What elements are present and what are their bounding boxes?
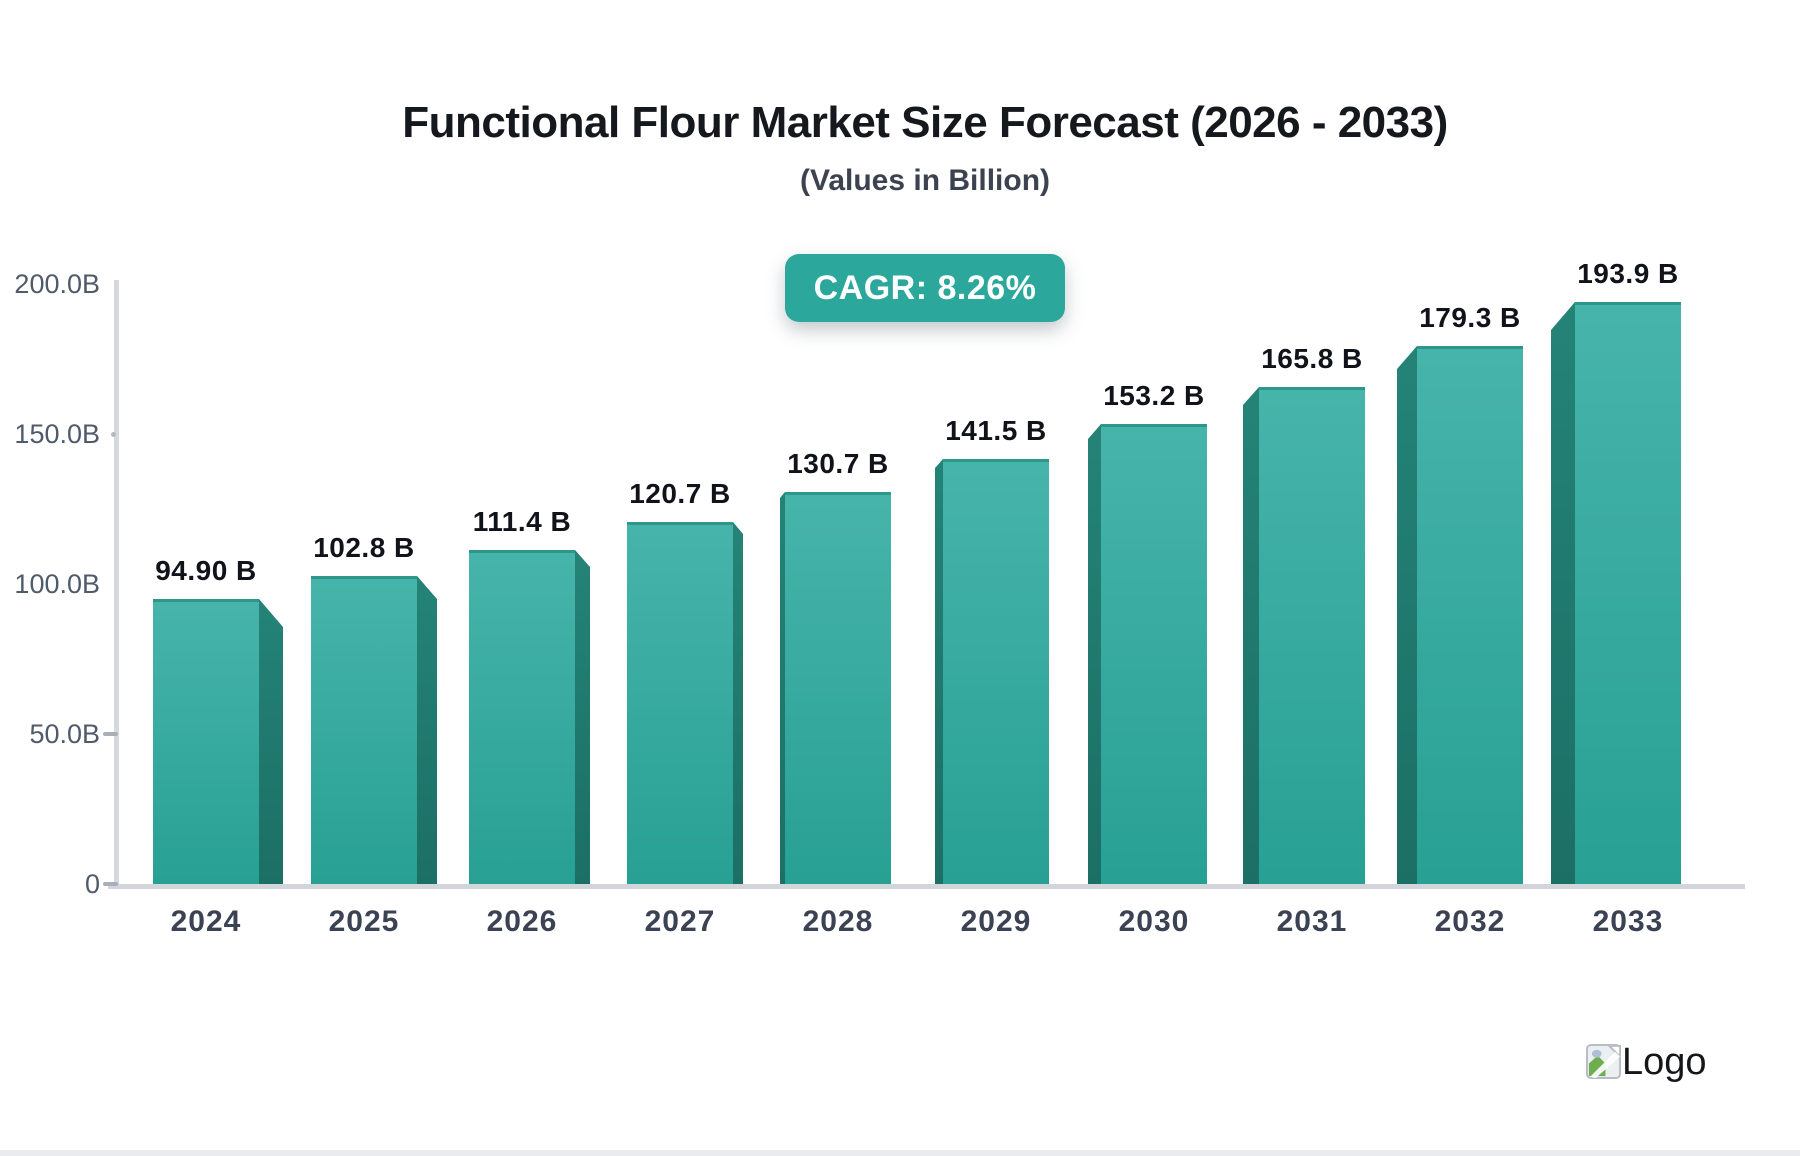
bar-value-label: 141.5 B bbox=[945, 415, 1047, 446]
x-axis-label-2026: 2026 bbox=[486, 905, 558, 938]
x-axis-label-2031: 2031 bbox=[1276, 905, 1348, 938]
bar-front-face bbox=[627, 522, 733, 884]
cagr-badge-label: CAGR: 8.26% bbox=[813, 268, 1037, 307]
bar-2031[interactable] bbox=[1243, 387, 1365, 884]
bar-2028[interactable] bbox=[780, 492, 891, 884]
chart-title: Functional Flour Market Size Forecast (2… bbox=[402, 98, 1448, 147]
x-axis-label-2027: 2027 bbox=[644, 905, 716, 938]
logo-alt-text: Logo bbox=[1622, 1041, 1707, 1083]
bar-value-label: 193.9 B bbox=[1577, 258, 1679, 289]
x-axis-label-2033: 2033 bbox=[1592, 905, 1664, 938]
bar-side-face bbox=[1551, 302, 1575, 884]
y-axis-tick-label: 0 bbox=[84, 869, 100, 899]
x-axis-label-2032: 2032 bbox=[1434, 905, 1506, 938]
bar-2030[interactable] bbox=[1088, 424, 1207, 884]
bar-2026[interactable] bbox=[469, 550, 590, 884]
bar-value-label: 179.3 B bbox=[1419, 302, 1521, 333]
bar-side-face bbox=[1088, 424, 1101, 884]
bar-front-face bbox=[1101, 424, 1207, 884]
bar-side-face bbox=[417, 576, 437, 884]
bar-side-face bbox=[1243, 387, 1259, 884]
bar-value-label: 165.8 B bbox=[1261, 343, 1363, 374]
x-axis-label-2028: 2028 bbox=[802, 905, 874, 938]
y-axis-tick-mark bbox=[111, 432, 116, 437]
x-axis-label-2024: 2024 bbox=[170, 905, 242, 938]
x-axis-baseline bbox=[108, 884, 1745, 889]
x-axis-label-2025: 2025 bbox=[328, 905, 400, 938]
bar-2025[interactable] bbox=[311, 576, 437, 884]
x-axis-label-2029: 2029 bbox=[960, 905, 1032, 938]
y-axis-line bbox=[114, 280, 119, 889]
bar-side-face bbox=[575, 550, 590, 884]
bar-value-label: 102.8 B bbox=[313, 532, 415, 563]
y-axis-tick-label: 50.0B bbox=[29, 719, 100, 749]
chart-header: Functional Flour Market Size Forecast (2… bbox=[50, 0, 1800, 197]
y-axis-tick-mark bbox=[103, 882, 118, 886]
y-axis-tick-mark bbox=[103, 732, 118, 736]
y-axis-tick-label: 150.0B bbox=[14, 419, 100, 449]
y-axis-tick-label: 200.0B bbox=[14, 269, 100, 299]
bar-front-face bbox=[1575, 302, 1681, 884]
bar-2024[interactable] bbox=[153, 599, 283, 884]
bar-2032[interactable] bbox=[1397, 346, 1523, 884]
bar-value-label: 111.4 B bbox=[472, 506, 572, 537]
bar-front-face bbox=[785, 492, 891, 884]
x-axis-label-2030: 2030 bbox=[1118, 905, 1190, 938]
cagr-badge: CAGR: 8.26% bbox=[785, 254, 1065, 322]
broken-image-icon bbox=[1586, 1044, 1621, 1079]
bar-side-face bbox=[1397, 346, 1417, 884]
bar-front-face bbox=[1417, 346, 1523, 884]
logo: Logo bbox=[1586, 1040, 1707, 1084]
bar-front-face bbox=[943, 459, 1049, 884]
bottom-edge-divider bbox=[0, 1150, 1800, 1156]
bar-side-face bbox=[935, 459, 943, 884]
bar-2027[interactable] bbox=[627, 522, 743, 884]
bar-value-label: 130.7 B bbox=[787, 448, 889, 479]
bar-side-face bbox=[733, 522, 743, 884]
bar-value-label: 94.90 B bbox=[155, 555, 257, 586]
chart-subtitle: (Values in Billion) bbox=[799, 164, 1051, 197]
bar-2033[interactable] bbox=[1551, 302, 1681, 884]
bar-front-face bbox=[469, 550, 575, 884]
bar-front-face bbox=[153, 599, 259, 884]
y-axis-tick-label: 100.0B bbox=[14, 569, 100, 599]
bar-front-face bbox=[311, 576, 417, 884]
bar-2029[interactable] bbox=[935, 459, 1049, 884]
bar-value-label: 120.7 B bbox=[629, 478, 731, 509]
bar-side-face bbox=[780, 492, 785, 884]
bar-value-label: 153.2 B bbox=[1103, 380, 1205, 411]
bar-side-face bbox=[259, 599, 283, 884]
bar-front-face bbox=[1259, 387, 1365, 884]
